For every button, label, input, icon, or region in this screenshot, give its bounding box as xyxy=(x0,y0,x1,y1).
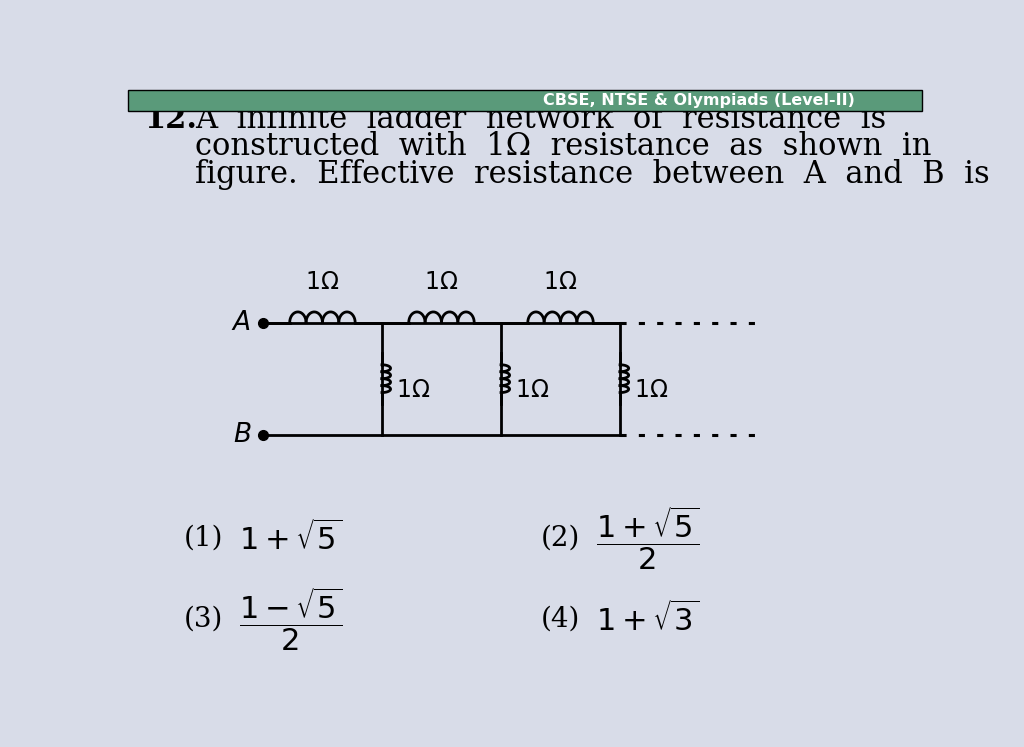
Text: figure.  Effective  resistance  between  A  and  B  is: figure. Effective resistance between A a… xyxy=(196,158,990,190)
Text: (3): (3) xyxy=(183,605,223,632)
Text: $1\Omega$: $1\Omega$ xyxy=(634,379,669,402)
Text: (4): (4) xyxy=(541,605,580,632)
Text: constructed  with  1Ω  resistance  as  shown  in: constructed with 1Ω resistance as shown … xyxy=(196,131,932,162)
Text: $B$: $B$ xyxy=(232,422,251,447)
FancyBboxPatch shape xyxy=(128,90,922,111)
Text: $\dfrac{1-\sqrt{5}}{2}$: $\dfrac{1-\sqrt{5}}{2}$ xyxy=(240,585,342,653)
Text: CBSE, NTSE & Olympiads (Level-II): CBSE, NTSE & Olympiads (Level-II) xyxy=(544,93,855,108)
Text: 12.: 12. xyxy=(143,104,197,135)
Text: $1+\sqrt{3}$: $1+\sqrt{3}$ xyxy=(596,601,699,636)
Text: $1+\sqrt{5}$: $1+\sqrt{5}$ xyxy=(240,521,342,557)
Text: $A$: $A$ xyxy=(231,310,251,335)
Text: $\dfrac{1+\sqrt{5}}{2}$: $\dfrac{1+\sqrt{5}}{2}$ xyxy=(596,504,699,572)
Text: $1\Omega$: $1\Omega$ xyxy=(305,271,340,294)
Text: A  infinite  ladder  network  of  resistance  is: A infinite ladder network of resistance … xyxy=(196,104,887,135)
Text: $1\Omega$: $1\Omega$ xyxy=(424,271,459,294)
Text: $1\Omega$: $1\Omega$ xyxy=(396,379,430,402)
Text: $1\Omega$: $1\Omega$ xyxy=(544,271,578,294)
Text: (2): (2) xyxy=(541,525,580,552)
Text: $1\Omega$: $1\Omega$ xyxy=(515,379,550,402)
Text: (1): (1) xyxy=(183,525,223,552)
